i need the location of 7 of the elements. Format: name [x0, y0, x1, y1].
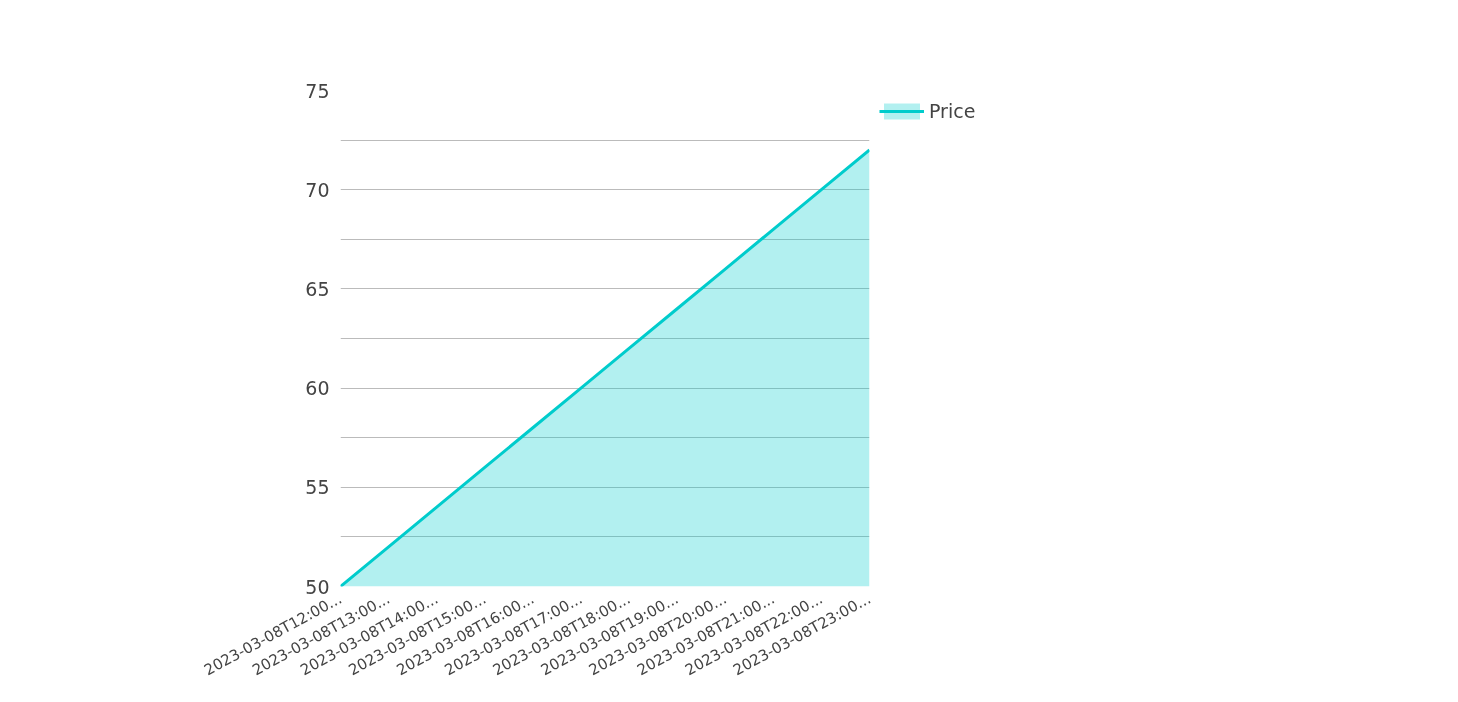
legend-label: Price [929, 100, 976, 122]
y-tick-label: 60 [305, 377, 330, 400]
y-tick-label: 50 [305, 575, 330, 598]
y-tick-label: 75 [305, 79, 330, 102]
y-tick-label: 55 [305, 476, 330, 499]
y-tick-label: 65 [305, 277, 330, 300]
y-tick-label: 70 [305, 178, 330, 201]
